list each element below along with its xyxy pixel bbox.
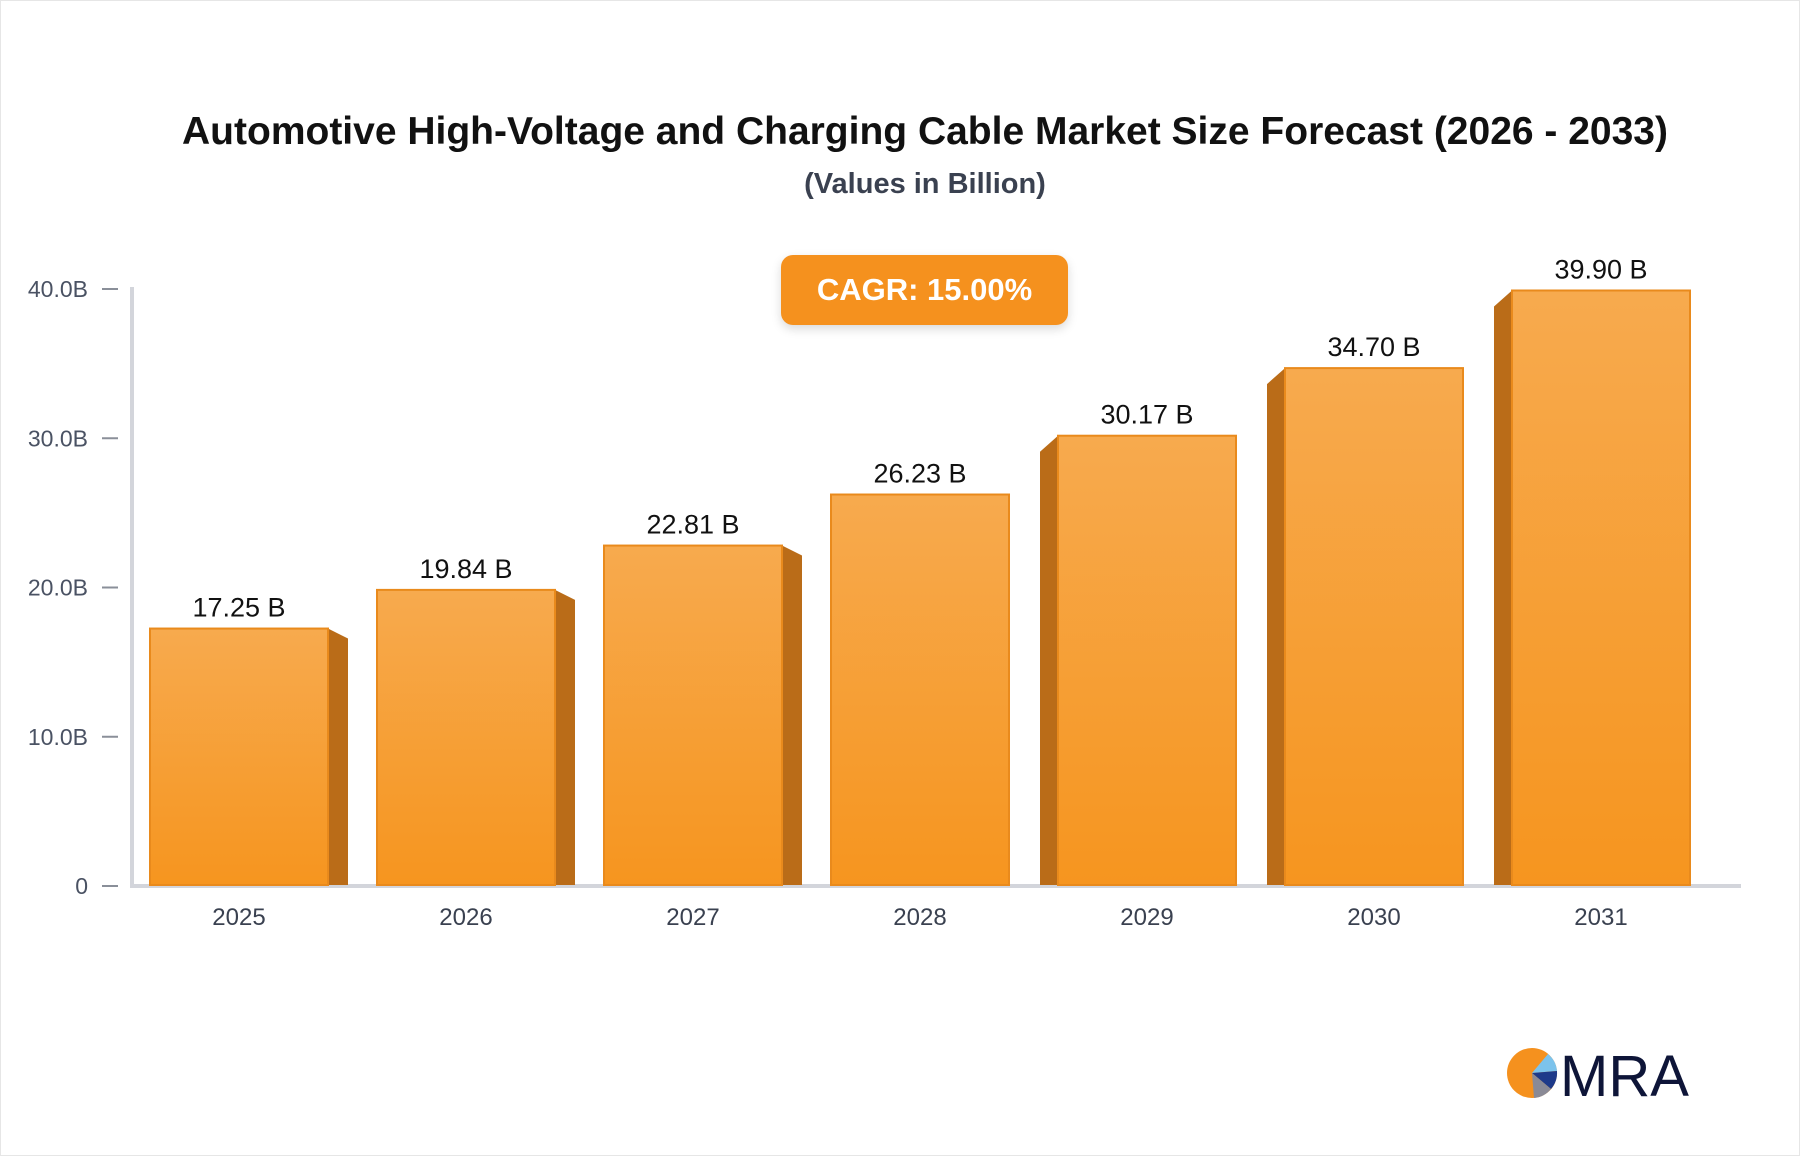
data-label: 34.70 B <box>1327 332 1420 362</box>
y-tick-label: 0 <box>75 873 88 899</box>
x-tick-label: 2026 <box>439 904 492 931</box>
x-tick-label: 2031 <box>1574 904 1627 931</box>
x-tick-label: 2029 <box>1120 904 1173 931</box>
bar <box>1057 434 1237 886</box>
y-tick-label: 40.0B <box>28 276 88 302</box>
chart-subtitle: (Values in Billion) <box>804 168 1046 200</box>
bar-group: 26.23 B 2028 <box>830 459 1010 931</box>
bar-side <box>555 589 575 885</box>
bar <box>149 627 329 886</box>
bar-group: 34.70 B 2030 <box>1267 332 1464 931</box>
bar-side <box>1494 290 1512 885</box>
x-tick-label: 2027 <box>666 904 719 931</box>
data-label: 26.23 B <box>873 459 966 489</box>
y-tick-label: 30.0B <box>28 425 88 451</box>
data-label: 17.25 B <box>192 593 285 623</box>
data-label: 39.90 B <box>1554 254 1647 284</box>
data-label: 19.84 B <box>419 554 512 584</box>
x-tick-label: 2030 <box>1347 904 1400 931</box>
data-label: 22.81 B <box>646 510 739 540</box>
bar-side <box>1267 368 1285 885</box>
bar <box>1284 367 1464 887</box>
bar-side <box>782 545 802 885</box>
bar-side <box>1040 435 1058 885</box>
y-tick-label: 10.0B <box>28 724 88 750</box>
bar <box>830 493 1010 886</box>
pie-logo-icon <box>1507 1048 1558 1098</box>
bar <box>376 588 556 886</box>
x-tick-label: 2025 <box>212 904 265 931</box>
bar-group: 19.84 B 2026 <box>376 554 575 931</box>
mra-logo: MRA <box>1507 1044 1689 1102</box>
bar-group: 39.90 B 2031 <box>1494 254 1691 931</box>
bar-side <box>328 628 348 885</box>
cagr-badge: CAGR: 15.00% <box>781 255 1068 325</box>
bar-group: 30.17 B 2029 <box>1040 400 1237 931</box>
data-label: 30.17 B <box>1100 400 1193 430</box>
logo-text: MRA <box>1560 1044 1689 1102</box>
chart-title: Automotive High-Voltage and Charging Cab… <box>182 110 1668 153</box>
bar-group: 17.25 B 2025 <box>149 593 348 931</box>
x-tick-label: 2028 <box>893 904 946 931</box>
bar <box>603 544 783 886</box>
bar-group: 22.81 B 2027 <box>603 510 802 931</box>
y-tick-label: 20.0B <box>28 575 88 601</box>
bar <box>1511 289 1691 886</box>
